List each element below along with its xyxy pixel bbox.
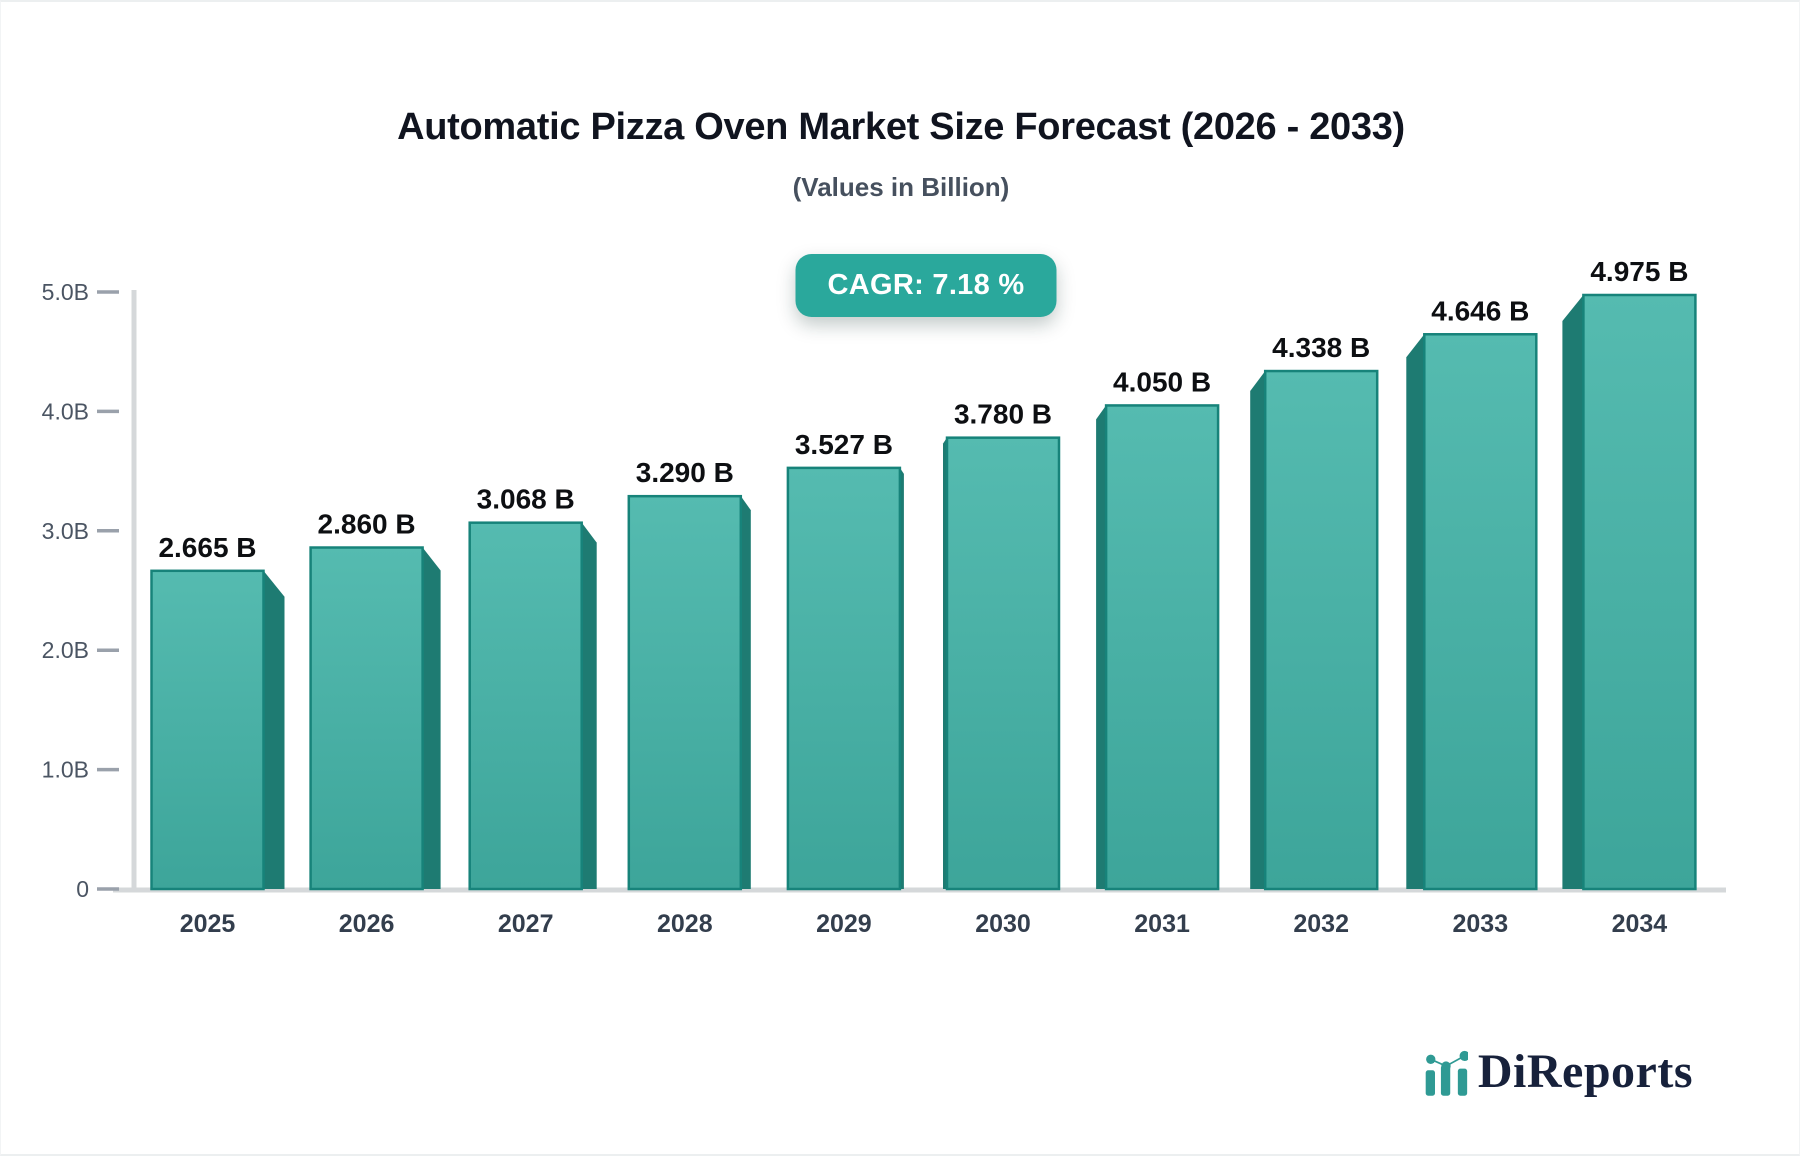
- bar-value-label: 4.646 B: [1431, 295, 1529, 326]
- bar-value-label: 3.527 B: [795, 429, 893, 460]
- x-axis-label-2026: 2026: [339, 910, 395, 938]
- bar-side-2034: [1562, 294, 1584, 889]
- y-tick-label: 4.0B: [42, 398, 89, 424]
- x-axis-label-2034: 2034: [1612, 910, 1668, 938]
- bar-value-label: 4.975 B: [1590, 256, 1688, 287]
- bar-value-label: 2.665 B: [158, 532, 256, 563]
- x-axis-label-2031: 2031: [1134, 910, 1190, 938]
- cagr-badge: CAGR: 7.18 %: [795, 254, 1057, 317]
- y-tick-label: 1.0B: [42, 757, 89, 783]
- bar-side-2027: [581, 522, 597, 889]
- x-axis-label-2025: 2025: [180, 910, 236, 938]
- bar-side-2032: [1250, 371, 1266, 889]
- x-axis-label-2030: 2030: [975, 910, 1031, 938]
- bar-side-2033: [1406, 334, 1425, 890]
- x-axis-label-2028: 2028: [657, 910, 713, 938]
- bar-2030: [945, 436, 1061, 891]
- bar-2028: [627, 494, 743, 891]
- bar-side-2028: [740, 496, 751, 889]
- bar-value-label: 3.068 B: [477, 484, 575, 515]
- bar-value-label: 3.290 B: [636, 457, 734, 488]
- chart-subtitle: (Values in Billion): [792, 172, 1010, 202]
- y-tick-label: 0: [76, 876, 89, 902]
- bar-2032: [1263, 369, 1379, 891]
- bar-side-2025: [263, 570, 285, 889]
- x-axis-label-2029: 2029: [816, 910, 872, 938]
- y-tick-label: 2.0B: [42, 637, 89, 663]
- bar-value-label: 2.860 B: [318, 509, 416, 540]
- bar-2025: [150, 569, 265, 891]
- chart-header: Automatic Pizza Oven Market Size Forecas…: [1, 104, 1800, 203]
- bar-value-label: 4.050 B: [1113, 366, 1211, 397]
- x-axis-label-2027: 2027: [498, 910, 554, 938]
- x-axis-label-2033: 2033: [1452, 910, 1508, 938]
- bar-2026: [309, 546, 424, 891]
- mini-bar-line-chart-icon: [1425, 1050, 1468, 1096]
- bar-2029: [786, 466, 902, 891]
- chart-title: Automatic Pizza Oven Market Size Forecas…: [397, 106, 1405, 148]
- bar-2033: [1423, 333, 1538, 891]
- bar-value-label: 3.780 B: [954, 399, 1052, 430]
- logo-text: DiReports: [1477, 1045, 1693, 1098]
- y-tick-label: 3.0B: [42, 518, 89, 544]
- bar-2034: [1582, 293, 1697, 891]
- bar-side-2031: [1096, 405, 1107, 889]
- x-axis-label-2032: 2032: [1293, 910, 1349, 938]
- bar-2027: [468, 521, 583, 891]
- direports-logo: DiReports: [1424, 1048, 1693, 1096]
- y-tick-label: 5.0B: [42, 279, 89, 305]
- bar-value-label: 4.338 B: [1272, 332, 1370, 363]
- bar-2031: [1104, 404, 1220, 891]
- bar-side-2026: [422, 547, 441, 889]
